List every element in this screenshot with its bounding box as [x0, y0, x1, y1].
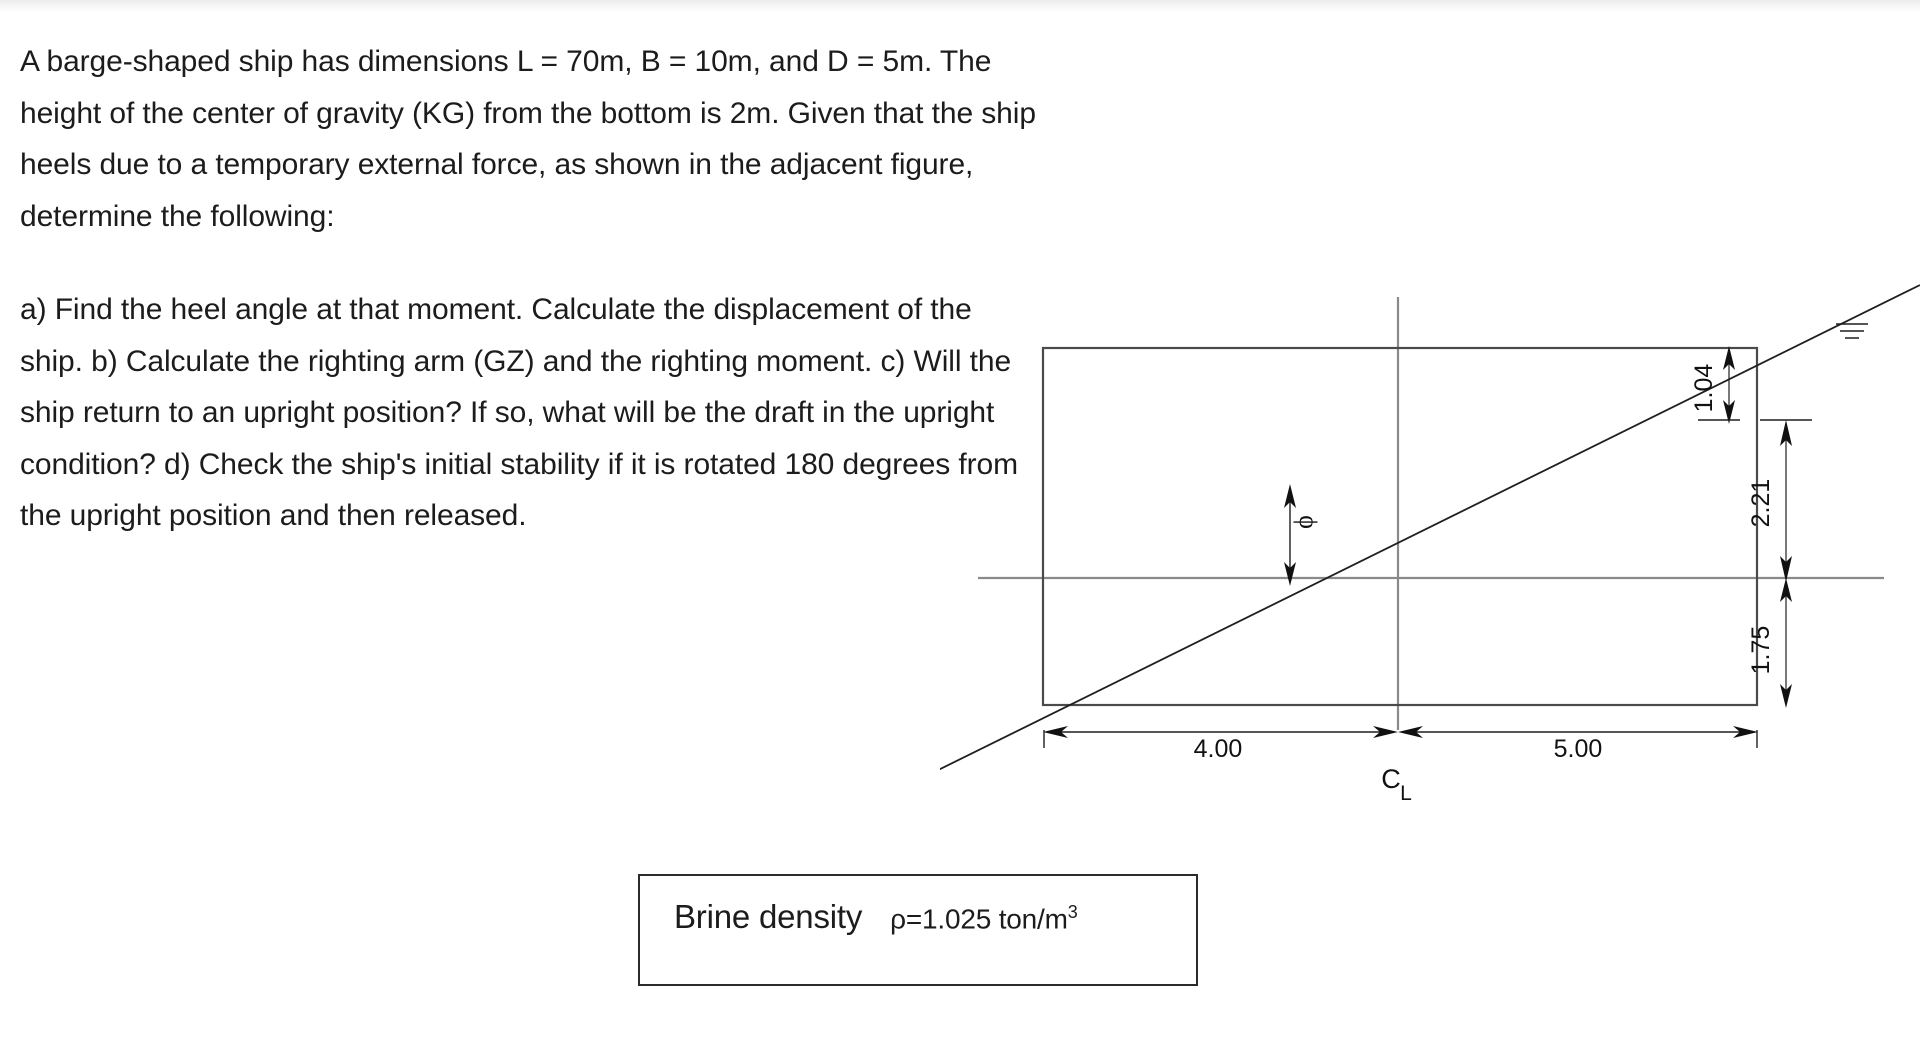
centerline-label: C L: [1381, 764, 1412, 805]
hull-rectangle: [1041, 346, 1759, 707]
centerline-label-c: C: [1381, 764, 1401, 794]
brine-density-value: ρ=1.025 ton/m3: [890, 901, 1078, 935]
dimension-1-75: 1.75: [1747, 578, 1792, 708]
ship-cross-section-diagram: ϕ 1.04 2.21 1.75: [940, 260, 1920, 820]
brine-density-content: Brine density ρ=1.025 ton/m3: [674, 898, 1078, 936]
heel-angle-label: ϕ: [1289, 515, 1318, 529]
dimension-4-00-label: 4.00: [1194, 735, 1243, 763]
dimension-1-75-label: 1.75: [1747, 626, 1775, 675]
dimension-1-04: 1.04: [1690, 346, 1740, 424]
centerline-label-l: L: [1400, 782, 1412, 805]
dimension-4-00: 4.00: [1043, 726, 1398, 763]
heel-angle-indicator: ϕ: [1284, 484, 1318, 586]
question-intro-paragraph: A barge-shaped ship has dimensions L = 7…: [20, 45, 1036, 233]
heeled-waterline: [940, 284, 1920, 771]
dimension-5-00-label: 5.00: [1554, 735, 1603, 763]
water-surface-hatch-icon: [1836, 323, 1868, 339]
brine-density-box: Brine density ρ=1.025 ton/m3: [638, 874, 1198, 986]
dimension-1-04-label: 1.04: [1690, 364, 1718, 413]
top-gradient-strip: [0, 0, 1920, 14]
dimension-2-21-label: 2.21: [1747, 479, 1775, 528]
question-text-block: A barge-shaped ship has dimensions L = 7…: [20, 36, 1040, 542]
question-items-paragraph: a) Find the heel angle at that moment. C…: [20, 293, 1019, 532]
dimension-5-00: 5.00: [1398, 726, 1758, 763]
brine-density-exponent: 3: [1067, 901, 1078, 922]
dimension-2-21: 2.21: [1747, 419, 1812, 582]
brine-density-value-text: ρ=1.025 ton/m: [890, 903, 1068, 934]
brine-density-label: Brine density: [674, 898, 863, 935]
paragraph-spacer: [20, 242, 1040, 284]
